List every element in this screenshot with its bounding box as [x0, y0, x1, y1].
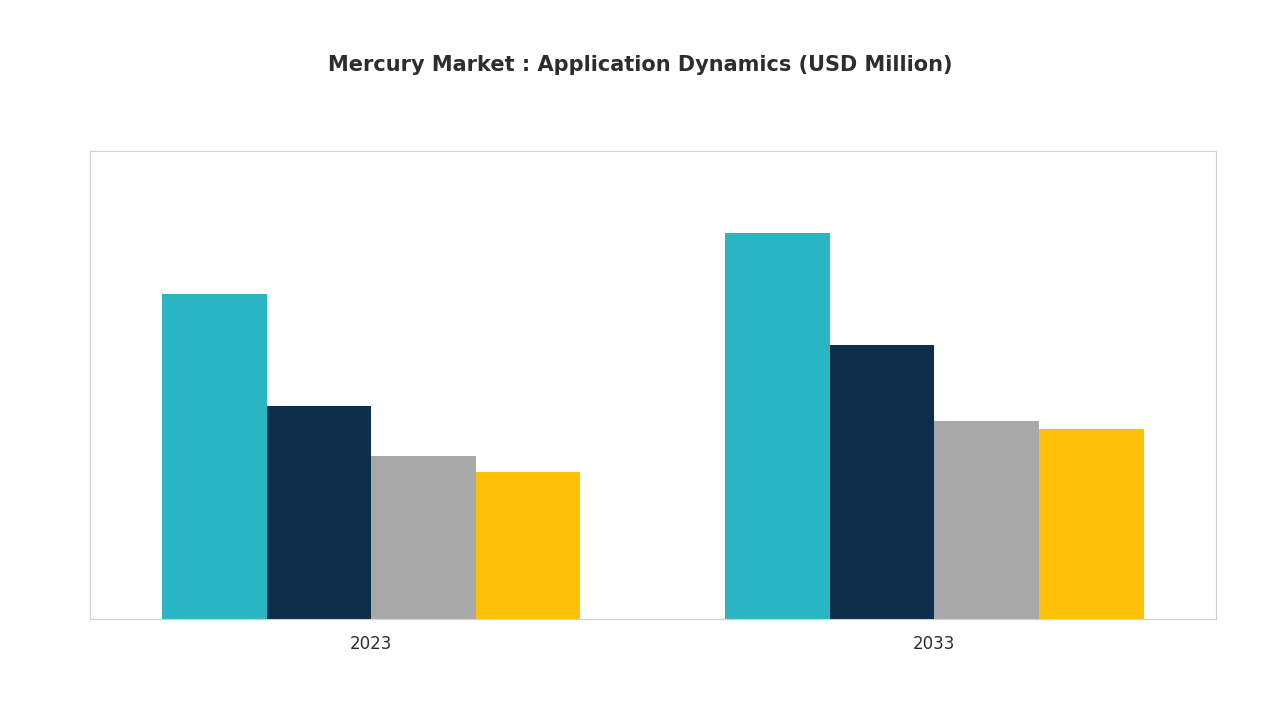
Bar	[829, 344, 934, 619]
Bar	[266, 405, 371, 619]
Bar	[476, 472, 580, 619]
Bar	[726, 233, 829, 619]
Bar	[1039, 429, 1143, 619]
Bar	[371, 456, 476, 619]
Text: Mercury Market : Application Dynamics (USD Million): Mercury Market : Application Dynamics (U…	[328, 55, 952, 75]
Bar	[163, 294, 266, 619]
Bar	[934, 420, 1039, 619]
